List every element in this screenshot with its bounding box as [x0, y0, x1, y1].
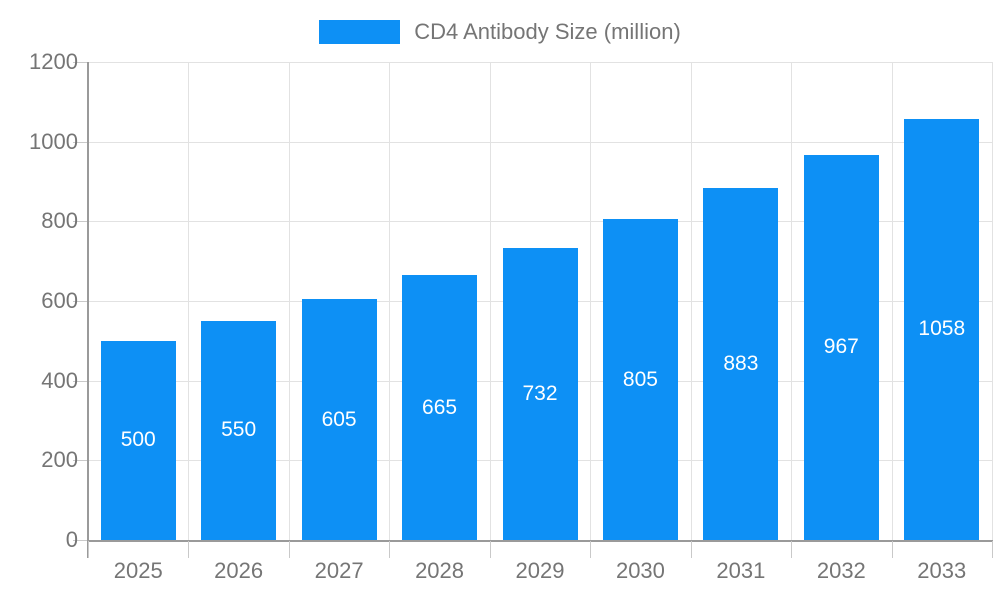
x-axis-tick — [891, 541, 893, 558]
y-axis-tick — [73, 540, 87, 541]
y-axis-tick-label: 200 — [41, 447, 78, 473]
x-axis-tick-label: 2027 — [314, 558, 364, 583]
bar-2033[interactable]: 1058 — [904, 118, 980, 540]
x-axis-tick-label: 2030 — [615, 558, 665, 583]
x-axis-tick-label: 2031 — [716, 558, 766, 583]
bar-2025[interactable]: 500 — [100, 340, 176, 540]
bar-2027[interactable]: 605 — [301, 299, 377, 540]
x-axis-line — [88, 540, 993, 542]
x-axis-tick — [590, 541, 592, 558]
x-axis-tick-label: 2025 — [113, 558, 163, 583]
x-axis-tick-label: 2029 — [515, 558, 565, 583]
legend-swatch — [319, 20, 401, 44]
bar-2030[interactable]: 805 — [602, 219, 678, 540]
y-axis-tick — [73, 221, 87, 223]
x-axis-tick-label: 2028 — [415, 558, 465, 583]
bar-2029[interactable]: 732 — [502, 248, 578, 540]
gridline-vertical — [389, 62, 391, 540]
bar-value-label: 605 — [321, 407, 357, 431]
gridline-horizontal — [88, 62, 992, 63]
y-axis-tick — [73, 301, 87, 302]
bar-value-label: 732 — [522, 382, 558, 406]
y-axis-tick — [73, 380, 87, 382]
gridline-horizontal — [88, 141, 992, 143]
bar-value-label: 883 — [723, 352, 759, 376]
y-axis-tick — [73, 141, 87, 143]
x-axis-tick — [88, 541, 89, 558]
gridline-vertical — [288, 62, 290, 540]
x-axis-tick — [389, 541, 391, 558]
x-axis-tick-label: 2032 — [816, 558, 866, 583]
bar-value-label: 967 — [823, 335, 859, 359]
bar-value-label: 665 — [422, 395, 458, 419]
y-axis-tick — [73, 460, 87, 462]
y-axis-tick-label: 1200 — [29, 49, 78, 74]
gridline-vertical — [891, 62, 893, 540]
bar-value-label: 1058 — [918, 317, 966, 341]
gridline-vertical — [992, 62, 993, 540]
bar-2031[interactable]: 883 — [703, 188, 779, 540]
gridline-vertical — [590, 62, 592, 540]
x-axis-tick — [992, 541, 993, 558]
x-axis-tick — [690, 541, 692, 558]
bar-2026[interactable]: 550 — [201, 320, 277, 540]
y-axis-tick-label: 400 — [41, 367, 78, 393]
bar-value-label: 500 — [120, 428, 156, 452]
y-axis-tick-label: 600 — [41, 288, 78, 313]
bar-value-label: 550 — [221, 418, 257, 442]
chart-legend[interactable]: CD4 Antibody Size (million) — [0, 10, 1000, 54]
y-axis-tick-label: 800 — [41, 208, 78, 234]
legend-label: CD4 Antibody Size (million) — [414, 19, 681, 44]
x-axis-tick — [288, 541, 290, 558]
gridline-vertical — [188, 62, 190, 540]
y-axis-tick — [73, 62, 87, 63]
gridline-vertical — [489, 62, 491, 540]
x-axis-tick-label: 2026 — [214, 558, 264, 583]
plot-area: 500 550 605 665 732 805 883 967 1058 — [88, 62, 993, 540]
gridline-vertical — [690, 62, 692, 540]
y-axis-tick-label: 0 — [65, 527, 78, 552]
bar-value-label: 805 — [622, 367, 658, 391]
gridline-horizontal — [88, 221, 992, 223]
bar-2032[interactable]: 967 — [803, 154, 879, 540]
y-axis-line — [87, 62, 89, 558]
x-axis-tick — [489, 541, 491, 558]
y-axis-tick-label: 1000 — [29, 128, 78, 154]
x-axis-tick — [791, 541, 793, 558]
bar-2028[interactable]: 665 — [402, 275, 478, 540]
x-axis-tick-label: 2033 — [917, 558, 967, 583]
gridline-vertical — [791, 62, 793, 540]
x-axis-tick — [188, 541, 190, 558]
